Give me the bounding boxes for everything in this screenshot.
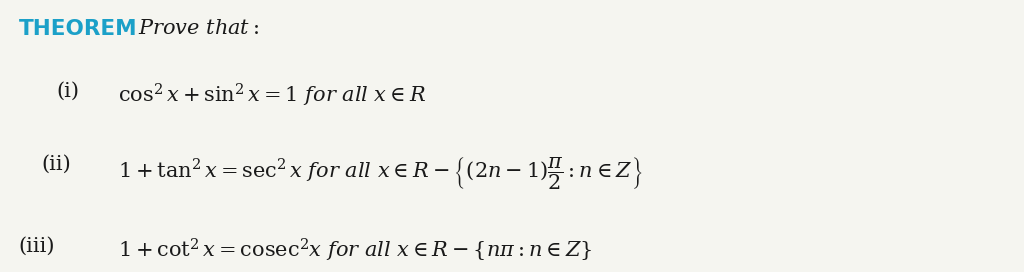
Text: (iii): (iii) xyxy=(18,237,55,256)
Text: $\cos^2 x + \sin^2 x = 1$$\ \mathit{for\ all}\ $$x \in R$: $\cos^2 x + \sin^2 x = 1$$\ \mathit{for\… xyxy=(118,82,426,109)
Text: $1 + \tan^2 x = \sec^2 x$$\ \mathit{for\ all}\ $$x \in R - \left\{(2n-1)\dfrac{\: $1 + \tan^2 x = \sec^2 x$$\ \mathit{for\… xyxy=(118,155,642,191)
Text: (ii): (ii) xyxy=(41,155,71,174)
Text: (i): (i) xyxy=(56,82,79,101)
Text: THEOREM: THEOREM xyxy=(18,19,137,39)
Text: $\mathit{Prove\ that:}$: $\mathit{Prove\ that:}$ xyxy=(138,19,259,38)
Text: $1 + \cot^2 x = \mathrm{cosec}^2 x$$\ \mathit{for\ all}\ $$x \in R - \{n\pi : n : $1 + \cot^2 x = \mathrm{cosec}^2 x$$\ \m… xyxy=(118,237,592,264)
